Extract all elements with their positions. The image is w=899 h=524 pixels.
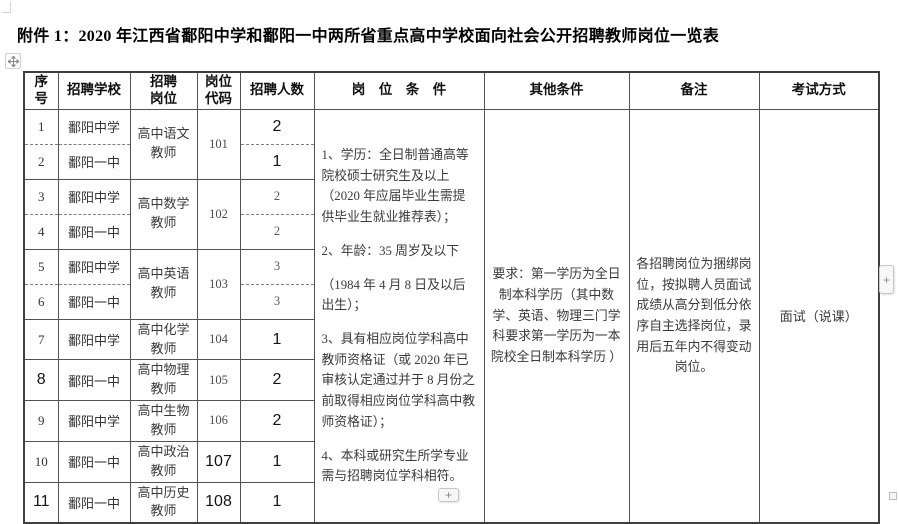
header-position[interactable]: 招聘 岗位: [129, 71, 198, 110]
serial-cell[interactable]: 7: [23, 318, 59, 361]
school-cell[interactable]: 鄱阳中学: [57, 108, 131, 145]
serial-cell[interactable]: 4: [23, 213, 59, 250]
school-cell[interactable]: 鄱阳一中: [57, 143, 131, 180]
count-cell[interactable]: 1: [239, 481, 315, 524]
school-cell[interactable]: 鄱阳一中: [57, 481, 131, 524]
condition-paragraph: 1、学历：全日制普通高等院校硕士研究生及以上（2020 年应届毕业生需提供毕业生…: [321, 147, 469, 225]
position-cell[interactable]: 高中物理 教师: [129, 359, 198, 402]
header-serial[interactable]: 序 号: [23, 71, 59, 110]
add-row-button[interactable]: +: [438, 488, 459, 502]
position-cell[interactable]: 高中政治 教师: [129, 440, 198, 483]
header-other-conditions[interactable]: 其他条件: [483, 71, 630, 110]
count-cell[interactable]: 2: [239, 359, 315, 402]
table-resize-handle[interactable]: [889, 492, 897, 500]
count-cell[interactable]: 2: [239, 400, 315, 442]
count-cell[interactable]: 3: [239, 283, 315, 320]
remark-cell[interactable]: 各招聘岗位为捆绑岗位，按拟聘人员面试成绩从高分到低分依序自主选择岗位，录用后五年…: [628, 108, 760, 524]
position-cell[interactable]: 高中化学 教师: [129, 318, 198, 361]
condition-paragraph: （1984 年 4 月 8 日及以后出生）；: [321, 277, 466, 313]
code-cell[interactable]: 103: [196, 248, 241, 320]
school-cell[interactable]: 鄱阳中学: [57, 400, 131, 442]
school-cell[interactable]: 鄱阳一中: [57, 283, 131, 320]
serial-cell[interactable]: 5: [23, 248, 59, 285]
school-cell[interactable]: 鄱阳一中: [57, 213, 131, 250]
school-cell[interactable]: 鄱阳一中: [57, 440, 131, 483]
table-row: 6 鄱阳一中 3: [23, 283, 879, 320]
code-cell[interactable]: 108: [196, 481, 241, 524]
table-row: 10 鄱阳一中 高中政治 教师 107 1: [23, 440, 879, 483]
serial-cell[interactable]: 1: [23, 108, 59, 145]
serial-cell[interactable]: 10: [23, 440, 59, 483]
code-cell[interactable]: 104: [196, 318, 241, 361]
school-cell[interactable]: 鄱阳一中: [57, 359, 131, 402]
code-cell[interactable]: 102: [196, 178, 241, 250]
code-cell[interactable]: 101: [196, 108, 241, 180]
page-margin-corner-mark: [10, 2, 11, 13]
header-school[interactable]: 招聘学校: [57, 71, 131, 110]
recruitment-table: 序 号 招聘学校 招聘 岗位 岗位 代码 招聘人数 岗 位 条 件 其他条件 备…: [23, 71, 880, 524]
move-arrows-icon: [7, 55, 19, 67]
count-cell[interactable]: 2: [239, 178, 315, 215]
header-code[interactable]: 岗位 代码: [196, 71, 241, 110]
condition-paragraph: 3、具有相应岗位学科高中教师资格证（或 2020 年已审核认定通过并于 8 月份…: [321, 331, 476, 429]
table-row: 4 鄱阳一中 2: [23, 213, 879, 250]
condition-paragraph: 4、本科或研究生所学专业需与招聘岗位学科相符。: [321, 448, 469, 484]
serial-cell[interactable]: 6: [23, 283, 59, 320]
serial-cell[interactable]: 9: [23, 400, 59, 442]
other-conditions-cell[interactable]: 要求：第一学历为全日制本科学历（其中数学、英语、物理三门学科要求第一学历为一本院…: [483, 108, 630, 524]
position-cell[interactable]: 高中英语 教师: [129, 248, 198, 320]
position-cell[interactable]: 高中历史 教师: [129, 481, 198, 524]
table-header-row: 序 号 招聘学校 招聘 岗位 岗位 代码 招聘人数 岗 位 条 件 其他条件 备…: [23, 71, 880, 110]
code-cell[interactable]: 107: [196, 440, 241, 483]
serial-cell[interactable]: 3: [23, 178, 59, 215]
count-cell[interactable]: 3: [239, 248, 315, 285]
page-margin-corner-mark: [2, 12, 11, 13]
count-cell[interactable]: 1: [239, 318, 315, 361]
count-cell[interactable]: 1: [239, 440, 315, 483]
header-remark[interactable]: 备注: [628, 71, 760, 110]
position-cell[interactable]: 高中生物 教师: [129, 400, 198, 442]
table-move-handle[interactable]: [5, 53, 21, 69]
header-count[interactable]: 招聘人数: [239, 71, 315, 110]
code-cell[interactable]: 105: [196, 359, 241, 402]
school-cell[interactable]: 鄱阳中学: [57, 178, 131, 215]
page-title[interactable]: 附件 1：2020 年江西省鄱阳中学和鄱阳一中两所省重点高中学校面向社会公开招聘…: [17, 28, 720, 45]
header-conditions[interactable]: 岗 位 条 件: [313, 71, 485, 110]
condition-paragraph: 2、年龄：35 周岁及以下: [321, 243, 460, 258]
count-cell[interactable]: 1: [239, 143, 315, 180]
add-column-button[interactable]: +: [879, 265, 894, 294]
count-cell[interactable]: 2: [239, 213, 315, 250]
conditions-cell[interactable]: 1、学历：全日制普通高等院校硕士研究生及以上（2020 年应届毕业生需提供毕业生…: [313, 108, 485, 524]
position-cell[interactable]: 高中语文 教师: [129, 108, 198, 180]
exam-method-cell[interactable]: 面试（说课）: [758, 108, 880, 524]
header-exam-method[interactable]: 考试方式: [758, 71, 880, 110]
school-cell[interactable]: 鄱阳中学: [57, 318, 131, 361]
position-cell[interactable]: 高中数学 教师: [129, 178, 198, 250]
count-cell[interactable]: 2: [239, 108, 315, 145]
school-cell[interactable]: 鄱阳中学: [57, 248, 131, 285]
code-cell[interactable]: 106: [196, 400, 241, 442]
serial-cell[interactable]: 11: [23, 481, 59, 524]
table-row: 3 鄱阳中学 高中数学 教师 102 2: [23, 178, 879, 250]
table-row: 9 鄱阳中学 高中生物 教师 106 2: [23, 400, 879, 442]
serial-cell[interactable]: 8: [23, 359, 59, 402]
table-row: 5 鄱阳中学 高中英语 教师 103 3: [23, 248, 879, 320]
serial-cell[interactable]: 2: [23, 143, 59, 180]
table-row: 1 鄱阳中学 高中语文 教师 101 2 1、学历：全日制普通高等院校硕士研究生…: [23, 108, 880, 524]
